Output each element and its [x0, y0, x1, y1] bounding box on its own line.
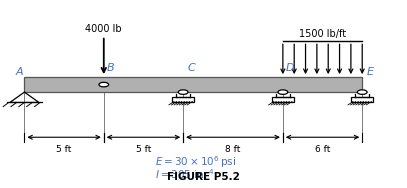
Text: C: C	[187, 63, 195, 73]
Text: E: E	[366, 67, 373, 77]
Text: 1500 lb/ft: 1500 lb/ft	[299, 30, 346, 39]
Circle shape	[178, 90, 188, 94]
Bar	[351, 97, 374, 102]
Text: $E = 30 \times 10^6\,\mathrm{psi}$: $E = 30 \times 10^6\,\mathrm{psi}$	[155, 154, 236, 170]
Text: 5 ft: 5 ft	[136, 145, 151, 154]
Text: 6 ft: 6 ft	[315, 145, 330, 154]
Text: 8 ft: 8 ft	[225, 145, 241, 154]
Text: FIGURE P5.2: FIGURE P5.2	[167, 172, 240, 182]
Text: D: D	[286, 63, 295, 73]
Text: 5 ft: 5 ft	[57, 145, 72, 154]
Bar	[272, 97, 294, 102]
Text: A: A	[15, 67, 23, 77]
FancyBboxPatch shape	[24, 77, 362, 92]
Text: $I = 305\ \mathrm{in.}^4$: $I = 305\ \mathrm{in.}^4$	[155, 167, 215, 181]
Text: B: B	[107, 63, 115, 73]
Circle shape	[99, 82, 109, 87]
Bar	[172, 97, 194, 102]
Text: 4000 lb: 4000 lb	[85, 24, 122, 34]
Circle shape	[278, 90, 288, 94]
Circle shape	[357, 90, 367, 94]
